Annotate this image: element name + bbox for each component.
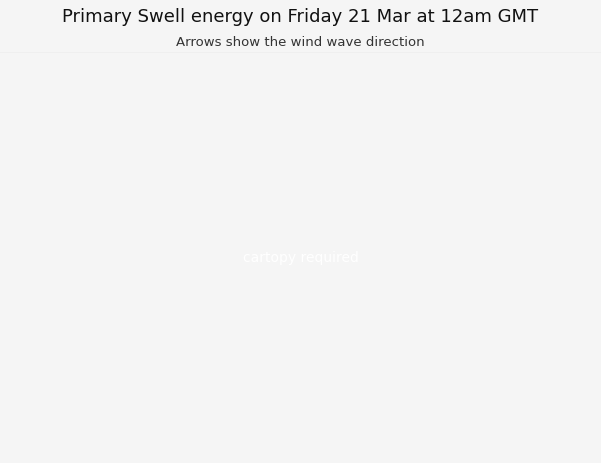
Text: Primary Swell energy on Friday 21 Mar at 12am GMT: Primary Swell energy on Friday 21 Mar at…	[63, 8, 538, 26]
Text: Arrows show the wind wave direction: Arrows show the wind wave direction	[176, 36, 425, 49]
Text: cartopy required: cartopy required	[243, 251, 358, 265]
